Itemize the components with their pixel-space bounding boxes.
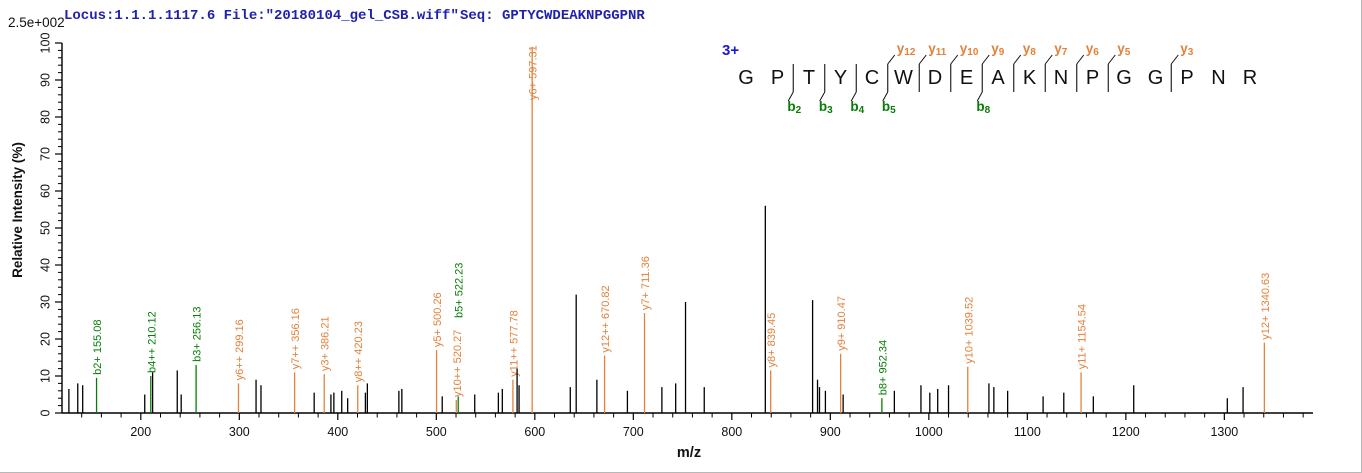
seq-residue: P: [771, 67, 784, 89]
sequence-header-label: Seq: GPTYCWDEAKNPGGPNR: [460, 8, 645, 24]
locus-file-label: Locus:1.1.1.1117.6 File:"20180104_gel_CS…: [64, 8, 459, 24]
x-tick-label: 1000: [915, 425, 943, 439]
peak-label: y8+ 839.45: [766, 313, 778, 368]
seq-y-ion-label: y11: [928, 41, 947, 58]
y-tick-label: 90: [38, 73, 52, 87]
seq-residue: C: [865, 67, 879, 89]
y-tick-label: 100: [38, 33, 52, 54]
y-tick-label: 60: [38, 184, 52, 198]
seq-residue: N: [1211, 67, 1225, 89]
seq-y-ion-tick: [918, 54, 927, 65]
peak-label: y10+ 1039.52: [963, 297, 975, 364]
peak-label: b4++ 210.12: [146, 311, 158, 373]
seq-y-ion-label: y12: [897, 41, 916, 58]
y-tick-label: 80: [38, 110, 52, 124]
peak-label: y9+ 910.47: [836, 296, 848, 351]
y-tick-label: 10: [38, 369, 52, 383]
seq-y-ion-tick: [1107, 54, 1116, 65]
peak-label: y5+ 500.26: [432, 292, 444, 347]
y-tick-label: 20: [38, 332, 52, 346]
peak-label: y12++ 670.82: [600, 285, 612, 352]
seq-residue: N: [1054, 67, 1068, 89]
seq-residue: Y: [834, 67, 847, 89]
x-tick-label: 800: [721, 425, 742, 439]
seq-b-ion-label: b3: [819, 99, 833, 116]
seq-y-ion-label: y3: [1180, 41, 1194, 58]
peak-label: y7++ 356.16: [290, 308, 302, 369]
seq-residue: P: [1180, 67, 1193, 89]
x-tick-label: 1100: [1014, 425, 1041, 439]
max-intensity-label: 2.5e+002: [8, 15, 65, 30]
peak-label: y7+ 711.36: [640, 256, 652, 310]
peak-label: y3+ 386.21: [320, 316, 332, 371]
x-tick-label: 400: [327, 425, 348, 439]
y-tick-label: 70: [38, 147, 52, 161]
seq-y-ion-tick: [1044, 54, 1053, 65]
seq-y-ion-label: y5: [1117, 41, 1131, 58]
charge-state: 3+: [722, 42, 739, 59]
seq-residue: P: [1086, 67, 1099, 89]
seq-y-ion-label: y8: [1023, 41, 1037, 58]
seq-b-ion-label: b4: [850, 99, 864, 116]
seq-residue: E: [960, 67, 973, 89]
peak-label: b8+ 952.34: [877, 340, 889, 395]
seq-b-ion-tick: [819, 91, 826, 102]
x-tick-label: 900: [820, 425, 841, 439]
seq-residue: G: [1116, 67, 1132, 89]
y-tick-label: 40: [38, 258, 52, 272]
seq-residue: A: [991, 67, 1005, 89]
seq-residue: W: [894, 67, 913, 89]
seq-y-ion-tick: [1170, 54, 1179, 65]
peak-label: y6+ 597.31: [528, 45, 540, 100]
peak-label: b5+ 522.23: [454, 263, 466, 318]
seq-y-ion-tick: [1076, 54, 1085, 65]
x-tick-label: 1200: [1112, 425, 1140, 439]
seq-y-ion-tick: [1013, 54, 1022, 65]
seq-y-ion-tick: [887, 54, 896, 65]
seq-b-ion-label: b5: [882, 99, 896, 116]
y-tick-label: 50: [38, 221, 52, 235]
x-tick-label: 200: [130, 425, 151, 439]
seq-y-ion-label: y10: [960, 41, 979, 58]
peak-label: b3+ 256.13: [192, 307, 204, 362]
seq-b-ion-tick: [787, 91, 794, 102]
seq-b-ion-tick: [882, 91, 889, 102]
peak-label: y8++ 420.23: [353, 321, 365, 382]
seq-y-ion-tick: [950, 54, 959, 65]
seq-b-ion-label: b2: [787, 99, 801, 116]
seq-residue: D: [928, 67, 942, 89]
x-tick-label: 1300: [1210, 425, 1238, 439]
peak-label: b2+ 155.08: [92, 319, 104, 374]
seq-residue: G: [738, 67, 754, 89]
x-tick-label: 700: [623, 425, 644, 439]
peak-label: y11++ 577.78: [508, 310, 520, 376]
peak-label: y10++ 520.27: [452, 330, 464, 397]
seq-y-ion-tick: [981, 54, 990, 65]
x-tick-label: 500: [426, 425, 447, 439]
x-tick-label: 600: [524, 425, 545, 439]
y-tick-label: 30: [38, 295, 52, 309]
y-tick-label: 0: [38, 409, 52, 416]
x-tick-label: 300: [229, 425, 250, 439]
peak-label: y11+ 1154.54: [1077, 304, 1089, 369]
peak-label: y6++ 299.16: [234, 319, 246, 380]
seq-residue: R: [1243, 67, 1257, 89]
seq-residue: T: [803, 67, 815, 89]
seq-b-ion-tick: [850, 91, 857, 102]
y-axis-title: Relative Intensity (%): [10, 142, 25, 278]
seq-b-ion-tick: [976, 91, 983, 102]
seq-y-ion-label: y7: [1054, 41, 1068, 58]
seq-residue: K: [1023, 67, 1037, 89]
peak-label: y12+ 1340.63: [1260, 273, 1272, 340]
seq-y-ion-label: y9: [991, 41, 1005, 58]
seq-y-ion-label: y6: [1086, 41, 1100, 58]
seq-residue: G: [1148, 67, 1164, 89]
x-axis-title: m/z: [677, 445, 701, 461]
seq-b-ion-label: b8: [976, 99, 990, 116]
